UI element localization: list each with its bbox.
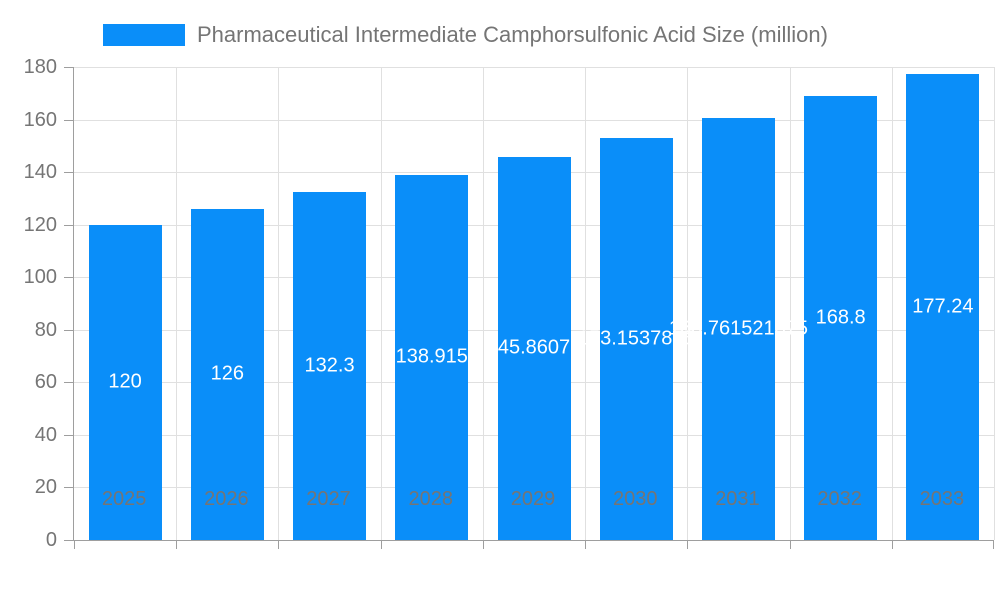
- v-gridline: [278, 67, 280, 540]
- x-axis-label-2028: 2028: [408, 488, 454, 510]
- x-axis-tick: [176, 540, 178, 549]
- y-axis-label-120: 120: [23, 213, 57, 236]
- v-gridline: [585, 67, 587, 540]
- legend: Pharmaceutical Intermediate Camphorsulfo…: [103, 22, 828, 48]
- x-axis-tick: [482, 540, 484, 549]
- x-axis-label-2031: 2031: [715, 488, 760, 510]
- v-gridline: [891, 67, 893, 540]
- y-axis-tick: [64, 487, 74, 489]
- y-axis-tick: [64, 382, 74, 384]
- x-axis-tick: [278, 540, 280, 549]
- y-axis-label-0: 0: [45, 529, 57, 551]
- h-gridline: [74, 119, 994, 121]
- x-axis-label-2032: 2032: [817, 488, 862, 510]
- legend-label: Pharmaceutical Intermediate Camphorsulfo…: [197, 22, 828, 47]
- legend-swatch[interactable]: [103, 24, 185, 46]
- v-gridline: [176, 67, 178, 540]
- y-axis-label-80: 80: [34, 318, 57, 341]
- bar-2033[interactable]: [906, 74, 980, 540]
- x-axis-tick: [891, 540, 893, 549]
- y-axis-label-100: 100: [23, 266, 57, 289]
- x-axis-label-2025: 2025: [101, 488, 147, 510]
- y-axis-tick: [64, 329, 74, 331]
- x-axis-label-2027: 2027: [306, 488, 351, 510]
- x-axis-tick: [380, 540, 382, 549]
- bar-2027[interactable]: [293, 192, 367, 540]
- y-axis-tick: [64, 224, 74, 226]
- y-axis-label-140: 140: [23, 161, 57, 184]
- bar-2032[interactable]: [804, 96, 878, 540]
- v-gridline: [482, 67, 484, 540]
- v-gridline: [380, 67, 382, 540]
- x-axis-label-2033: 2033: [919, 488, 965, 510]
- x-axis-tick: [993, 540, 994, 549]
- bar-2030[interactable]: [599, 137, 673, 540]
- y-axis-tick: [64, 67, 74, 68]
- bar-2025[interactable]: [88, 224, 162, 540]
- y-axis-tick: [64, 119, 74, 121]
- plot-area: 120 126 132.3 138.915 145.86075 153.1537875 16…: [64, 67, 995, 549]
- h-gridline: [74, 67, 994, 68]
- y-axis-label-160: 160: [23, 108, 57, 131]
- x-axis-tick: [687, 540, 689, 549]
- y-axis-label-60: 60: [34, 371, 57, 394]
- y-axis-label-20: 20: [34, 476, 57, 499]
- bar-2031[interactable]: [701, 117, 775, 540]
- x-axis-label-2029: 2029: [510, 488, 556, 510]
- bar-2028[interactable]: [395, 174, 469, 540]
- y-axis-tick: [64, 277, 74, 279]
- v-gridline: [789, 67, 791, 540]
- x-axis-label-2030: 2030: [612, 488, 658, 510]
- y-axis-label-40: 40: [34, 423, 57, 446]
- y-axis-label-180: 180: [23, 56, 57, 78]
- x-axis-tick: [74, 540, 75, 549]
- v-gridline: [687, 67, 689, 540]
- x-axis-tick: [585, 540, 587, 549]
- y-axis-tick: [64, 172, 74, 174]
- bar-2029[interactable]: [497, 156, 571, 540]
- x-axis-label-2026: 2026: [204, 488, 249, 510]
- bar-2026[interactable]: [190, 208, 264, 540]
- x-axis-tick: [789, 540, 791, 549]
- y-axis-tick: [64, 434, 74, 436]
- y-axis-tick: [64, 540, 74, 541]
- v-gridline: [994, 67, 995, 540]
